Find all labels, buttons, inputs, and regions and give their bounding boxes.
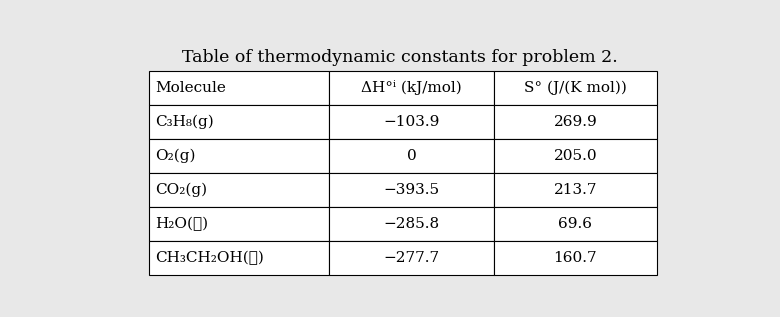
Text: 0: 0 [407, 149, 417, 163]
Text: 205.0: 205.0 [554, 149, 597, 163]
Bar [149, 173, 329, 207]
Bar [495, 241, 657, 275]
Bar [329, 207, 495, 241]
Bar [149, 139, 329, 173]
Bar [495, 71, 657, 105]
Text: −277.7: −277.7 [384, 251, 440, 265]
Bar [495, 105, 657, 139]
Text: CH₃CH₂OH(ℓ): CH₃CH₂OH(ℓ) [155, 251, 264, 265]
Text: C₃H₈(g): C₃H₈(g) [155, 115, 214, 129]
Text: −285.8: −285.8 [384, 217, 440, 231]
Bar [495, 139, 657, 173]
Text: 269.9: 269.9 [554, 115, 597, 129]
Text: −103.9: −103.9 [384, 115, 440, 129]
Text: Molecule: Molecule [155, 81, 225, 95]
Bar [329, 71, 495, 105]
Bar [495, 173, 657, 207]
Bar [149, 207, 329, 241]
Text: S° (J/(K mol)): S° (J/(K mol)) [524, 81, 627, 95]
Bar [329, 241, 495, 275]
Bar [149, 241, 329, 275]
Bar [329, 105, 495, 139]
Text: O₂(g): O₂(g) [155, 149, 196, 163]
Text: 213.7: 213.7 [554, 183, 597, 197]
Bar [329, 173, 495, 207]
Text: ΔH°ⁱ (kJ/mol): ΔH°ⁱ (kJ/mol) [361, 81, 462, 95]
Text: 160.7: 160.7 [554, 251, 597, 265]
Text: Table of thermodynamic constants for problem 2.: Table of thermodynamic constants for pro… [182, 49, 618, 66]
Bar [329, 139, 495, 173]
Text: 69.6: 69.6 [558, 217, 593, 231]
Text: −393.5: −393.5 [384, 183, 440, 197]
Bar [149, 105, 329, 139]
Text: H₂O(ℓ): H₂O(ℓ) [155, 217, 208, 231]
Text: CO₂(g): CO₂(g) [155, 183, 207, 197]
Bar [495, 207, 657, 241]
Bar [149, 71, 329, 105]
